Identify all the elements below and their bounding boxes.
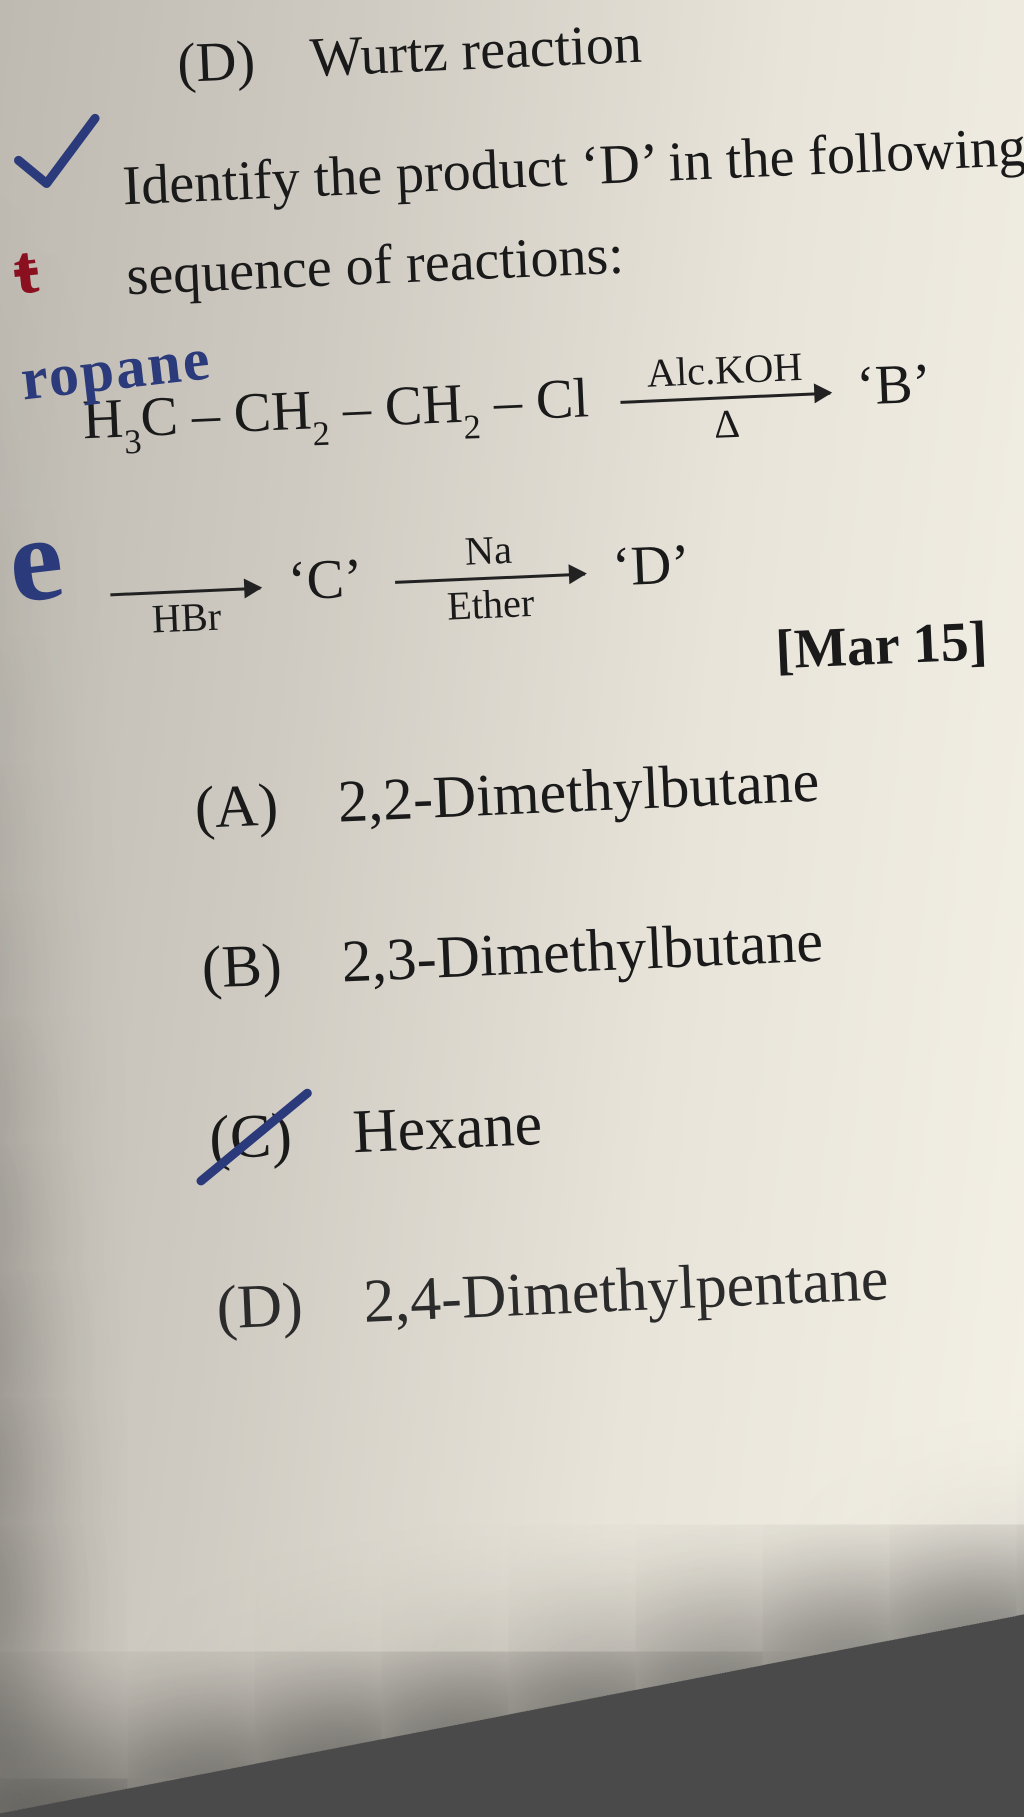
option-d-letter: (D) [215, 1271, 304, 1343]
formula-sub2b: 2 [463, 407, 482, 447]
arrow2-below: HBr [110, 589, 262, 642]
arrow-1: Alc.KOH Δ [621, 391, 831, 403]
hand-e: e [1, 490, 69, 628]
hand-t: t [10, 231, 42, 310]
reaction-line-2: HBr ‘C’ Na Ether ‘D’ [109, 532, 691, 621]
option-a-letter: (A) [193, 771, 279, 841]
question-stem-line2: sequence of reactions: [125, 223, 625, 309]
handwriting-big-e: e [1, 488, 70, 631]
product-D: ‘D’ [611, 533, 691, 598]
formula-Cl: – Cl [479, 367, 591, 434]
question-stem-line1: Identify the product ‘D’ in the followin… [121, 115, 1024, 218]
option-c: (C) Hexane [208, 1089, 544, 1174]
product-B: ‘B’ [855, 352, 932, 417]
prev-option-letter: (D) [176, 30, 256, 95]
formula-sub2a: 2 [312, 414, 331, 454]
year-tag: [Mar 15] [774, 609, 989, 682]
stem-text-1: Identify the product ‘D’ in the followin… [121, 116, 1024, 217]
option-c-text: Hexane [351, 1090, 543, 1166]
option-b-text: 2,3-Dimethylbutane [340, 908, 824, 995]
arrow1-above: Alc.KOH [619, 345, 831, 400]
arrow1-below: Δ [621, 394, 833, 449]
arrow3-above: Na [393, 526, 585, 581]
formula-CH: – CH [327, 373, 463, 441]
formula-3: 3 [123, 422, 142, 462]
option-d: (D) 2,4-Dimethylpentane [215, 1244, 890, 1344]
option-b-letter: (B) [200, 931, 283, 1000]
arrow-3: Na Ether [395, 572, 585, 583]
stem-text-2: sequence of reactions: [125, 224, 625, 308]
option-a: (A) 2,2-Dimethylbutane [193, 747, 820, 843]
arrow-2: HBr [110, 586, 260, 596]
handwriting-strike-t: t [10, 230, 42, 312]
option-b: (B) 2,3-Dimethylbutane [200, 907, 824, 1003]
prev-option-text: Wurtz reaction [309, 13, 643, 89]
page-content: (D) Wurtz reaction Identify the product … [0, 0, 1024, 1635]
option-a-text: 2,2-Dimethylbutane [336, 748, 820, 835]
prev-option-d: (D) Wurtz reaction [176, 12, 643, 96]
product-C: ‘C’ [287, 548, 360, 613]
year-tag-text: [Mar 15] [774, 610, 989, 681]
arrow3-below: Ether [395, 575, 587, 630]
option-d-text: 2,4-Dimethylpentane [362, 1245, 890, 1336]
checkmark-icon [9, 107, 103, 201]
pen-mark-icon [189, 1081, 324, 1197]
